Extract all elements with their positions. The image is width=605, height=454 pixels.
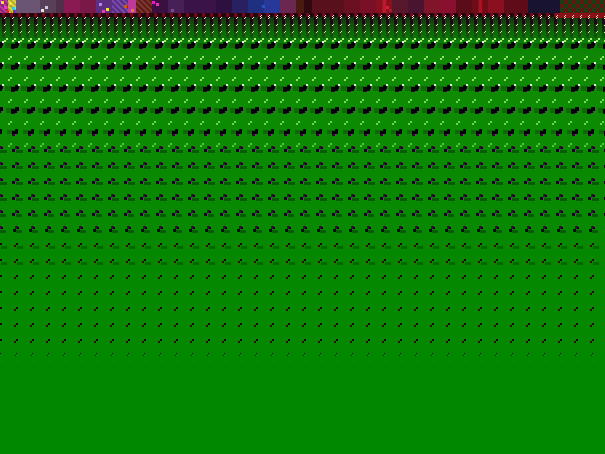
crowd-speckle — [262, 5, 265, 8]
crowd-block — [64, 0, 80, 13]
crowd-block — [456, 0, 472, 13]
crowd-speckle — [41, 9, 44, 12]
crowd-speckle — [274, 9, 277, 12]
crowd-block — [40, 0, 56, 13]
crowd-speckle — [106, 8, 109, 11]
crowd-block — [472, 0, 488, 13]
crowd-speckle — [171, 9, 174, 12]
crowd-speckle — [156, 3, 159, 6]
crowd-block — [440, 0, 456, 13]
crowd-speckle — [6, 10, 9, 13]
crowd-block — [560, 0, 605, 13]
crowd-block — [488, 0, 504, 13]
crowd-block — [8, 0, 16, 13]
crowd-block — [424, 0, 440, 13]
crowd-block — [136, 0, 152, 13]
crowd-speckle — [102, 10, 105, 13]
crowd-speckle — [4, 6, 7, 9]
crowd-block — [248, 0, 264, 13]
crowd-block — [112, 0, 128, 13]
crowd-noise — [112, 0, 128, 13]
crowd-block — [344, 0, 360, 13]
crowd-block — [16, 0, 40, 13]
crowd-speckle — [45, 6, 48, 9]
crowd-block — [232, 0, 248, 13]
crowd-block — [312, 0, 344, 13]
crowd-speckle — [386, 6, 389, 9]
crowd-block — [56, 0, 64, 13]
crowd-noise — [8, 0, 16, 13]
crowd-speckle — [152, 1, 155, 4]
crowd-noise — [136, 0, 152, 13]
crowd-streak — [376, 0, 392, 13]
crowd-block — [504, 0, 528, 13]
crowd-speckle — [131, 9, 134, 12]
crowd-speckle — [99, 3, 102, 6]
crowd-block — [376, 0, 392, 13]
crowd-block — [408, 0, 424, 13]
crowd-block — [528, 0, 560, 13]
crowd-block — [264, 0, 280, 13]
crowd-speckle — [9, 2, 12, 5]
crowd-speckle — [124, 5, 127, 8]
crowd-block — [80, 0, 96, 13]
crowd-block — [392, 0, 408, 13]
crowd-block — [280, 0, 296, 13]
crowd-speckle — [13, 10, 16, 13]
crowd-speckle — [1, 1, 4, 4]
crowd-block — [360, 0, 376, 13]
crowd-backdrop — [0, 0, 605, 13]
crowd-streak — [472, 0, 488, 13]
crowd-block — [128, 0, 136, 13]
crowd-speckle — [389, 9, 392, 12]
crowd-block — [304, 0, 312, 13]
crowd-speckle — [12, 7, 15, 10]
crowd-block — [216, 0, 232, 13]
crowd-block — [296, 0, 304, 13]
crowd-block — [184, 0, 216, 13]
